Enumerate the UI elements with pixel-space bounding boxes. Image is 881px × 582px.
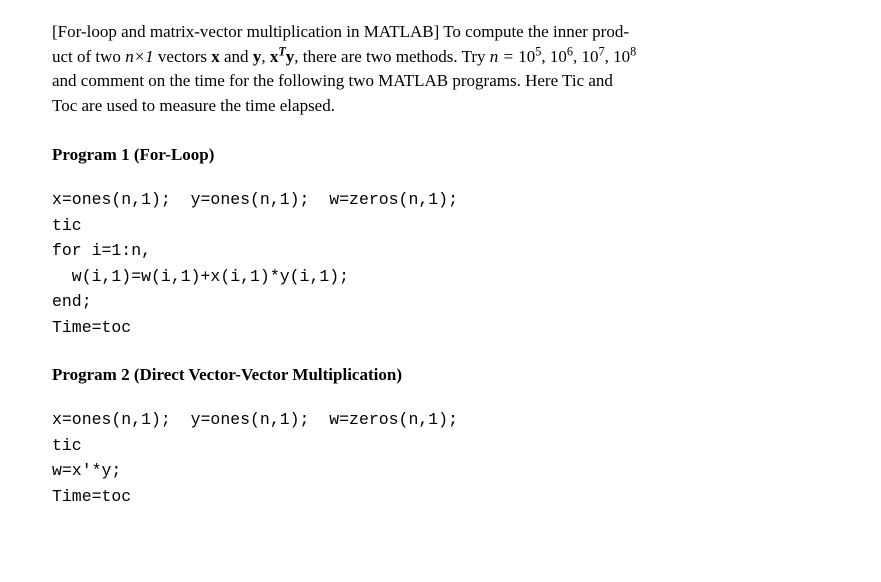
transpose-T: T (278, 44, 285, 58)
p1-line5: end; (52, 292, 92, 311)
p1-line3: for i=1:n, (52, 241, 151, 260)
p1-line2: tic (52, 216, 82, 235)
program-2-header: Program 2 (Direct Vector-Vector Multipli… (52, 363, 839, 388)
sep-c1: , 10 (541, 47, 567, 66)
intro-line4: Toc are used to measure the time elapsed… (52, 96, 335, 115)
n-equals: n = (490, 47, 518, 66)
intro-line2-mid1: vectors (154, 47, 212, 66)
intro-line3: and comment on the time for the followin… (52, 71, 613, 90)
intro-line2-mid2: , there are two methods. Try (294, 47, 489, 66)
p2-line4: Time=toc (52, 487, 131, 506)
intro-line2-pre: uct of two (52, 47, 125, 66)
program-2-code: x=ones(n,1); y=ones(n,1); w=zeros(n,1); … (52, 407, 839, 509)
intro-line1: [For-loop and matrix-vector multiplicati… (52, 22, 629, 41)
program-1-header: Program 1 (For-Loop) (52, 143, 839, 168)
p1-line6: Time=toc (52, 318, 131, 337)
sup-8: 8 (630, 44, 636, 58)
p2-line1: x=ones(n,1); y=ones(n,1); w=zeros(n,1); (52, 410, 458, 429)
p2-line2: tic (52, 436, 82, 455)
sep-c2: , 10 (573, 47, 599, 66)
intro-line2-comma: , (261, 47, 270, 66)
p1-line1: x=ones(n,1); y=ones(n,1); w=zeros(n,1); (52, 190, 458, 209)
var-n-by-1: n×1 (125, 47, 153, 66)
ten-e5: 10 (518, 47, 535, 66)
sep-c3: , 10 (605, 47, 631, 66)
problem-intro: [For-loop and matrix-vector multiplicati… (52, 20, 839, 119)
intro-line2-and: and (220, 47, 253, 66)
p2-line3: w=x'*y; (52, 461, 121, 480)
program-1-code: x=ones(n,1); y=ones(n,1); w=zeros(n,1); … (52, 187, 839, 340)
p1-line4: w(i,1)=w(i,1)+x(i,1)*y(i,1); (52, 267, 349, 286)
vector-x: x (211, 47, 220, 66)
